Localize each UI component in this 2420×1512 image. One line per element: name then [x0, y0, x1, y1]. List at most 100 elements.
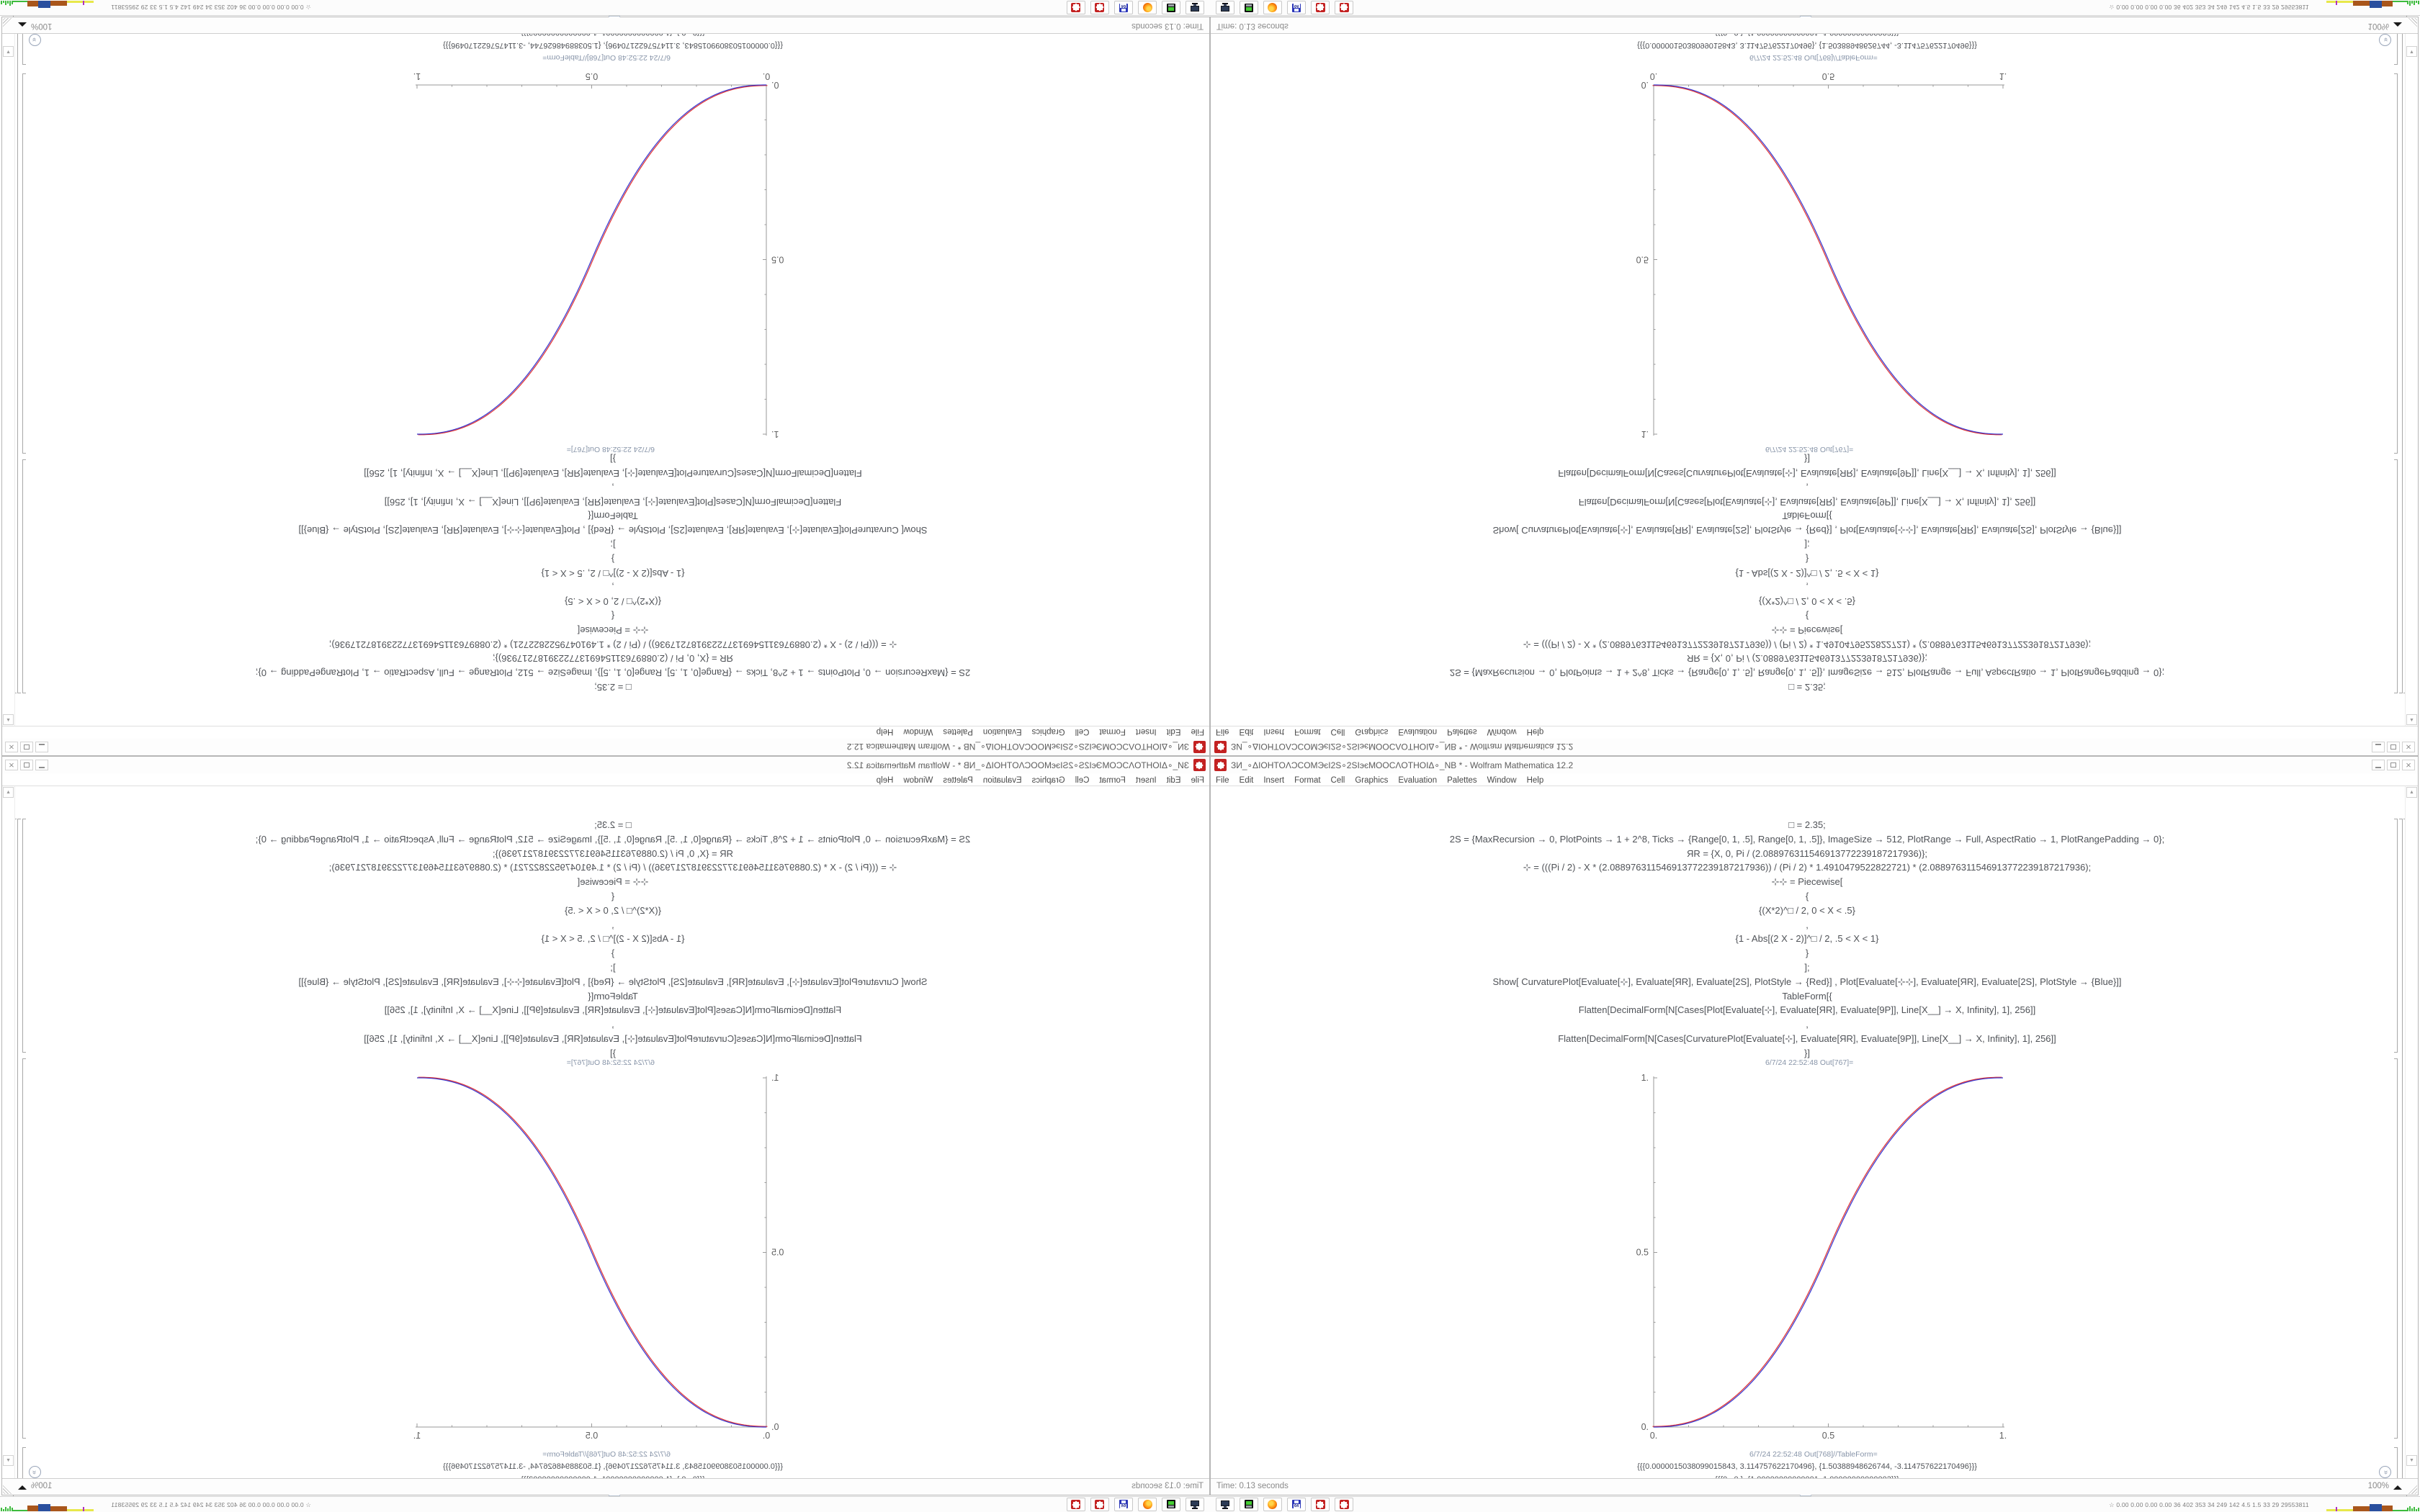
menu-item-graphics[interactable]: Graphics [1355, 776, 1389, 785]
resize-grip[interactable] [3, 18, 13, 28]
menu-item-window[interactable]: Window [1487, 727, 1517, 736]
menu-item-help[interactable]: Help [1526, 776, 1544, 785]
show-more-output-icon[interactable]: » [29, 1466, 41, 1478]
taskbar-button-mathematica-icon[interactable] [1311, 1, 1330, 14]
close-button[interactable]: × [2402, 742, 2415, 753]
menu-item-format[interactable]: Format [1294, 776, 1321, 785]
menu-item-cell[interactable]: Cell [1330, 727, 1345, 736]
taskbar-button-mathematica-icon[interactable] [1335, 1498, 1353, 1511]
menu-item-insert[interactable]: Insert [1135, 727, 1157, 736]
input-code-cell[interactable]: □ = 2.35; 2S = {MaxRecursion → 0, PlotPoi… [1240, 451, 2375, 694]
menu-item-file[interactable]: File [1216, 776, 1229, 785]
taskbar-button-display-icon[interactable] [1216, 1, 1234, 14]
maximize-button[interactable] [2387, 742, 2400, 752]
menu-item-window[interactable]: Window [1487, 776, 1517, 785]
menu-item-graphics[interactable]: Graphics [1031, 776, 1065, 785]
menu-item-palettes[interactable]: Palettes [943, 776, 973, 785]
maximize-button[interactable] [20, 760, 33, 770]
cell-bracket-group[interactable] [2399, 22, 2403, 693]
menu-item-edit[interactable]: Edit [1166, 776, 1181, 785]
close-button[interactable]: × [2402, 760, 2415, 770]
zoom-level-text[interactable]: 100% [31, 1482, 53, 1490]
resize-grip[interactable] [2407, 18, 2417, 28]
input-code-cell[interactable]: □ = 2.35; 2S = {MaxRecursion → 0, PlotPoi… [45, 818, 1180, 1061]
taskbar-button-mathematica-icon[interactable] [1311, 1498, 1330, 1511]
vertical-scrollbar[interactable]: ▲ ▼ [2, 786, 15, 1479]
zoom-dropdown-icon[interactable] [2393, 22, 2402, 27]
menu-item-palettes[interactable]: Palettes [1447, 727, 1477, 736]
minimize-button[interactable] [35, 760, 48, 770]
cell-bracket-input[interactable] [22, 819, 26, 1053]
taskbar-button-floppy64-icon[interactable]: 64 [1114, 1, 1133, 14]
menu-item-insert[interactable]: Insert [1263, 776, 1285, 785]
show-more-output-icon[interactable]: » [29, 34, 41, 46]
taskbar-button-drive-icon[interactable] [1162, 1498, 1180, 1511]
cell-bracket-plot-output[interactable] [22, 1058, 26, 1439]
taskbar-button-display-icon[interactable] [1216, 1498, 1234, 1511]
menu-item-cell[interactable]: Cell [1075, 727, 1090, 736]
menu-item-graphics[interactable]: Graphics [1031, 727, 1065, 736]
cell-bracket-input[interactable] [2394, 819, 2398, 1053]
taskbar-button-display-icon[interactable] [1186, 1498, 1204, 1511]
taskbar-button-firefox-icon[interactable] [1138, 1, 1157, 14]
window-titlebar[interactable]: ЗИ_∘ΔIOHTOΛƆCOMЭєI2S∘2SIэєMOOCΛOTHOIΔ∘_N… [2, 738, 1209, 755]
minimize-button[interactable] [2372, 760, 2385, 770]
scroll-down-icon[interactable]: ▼ [3, 1455, 14, 1466]
vertical-scrollbar[interactable]: ▲ ▼ [2405, 33, 2418, 726]
menu-item-evaluation[interactable]: Evaluation [982, 727, 1022, 736]
menu-item-help[interactable]: Help [1526, 727, 1544, 736]
close-button[interactable]: × [5, 742, 18, 753]
taskbar-button-drive-icon[interactable] [1240, 1498, 1258, 1511]
cell-bracket-plot-output[interactable] [22, 73, 26, 454]
show-more-output-icon[interactable]: » [2379, 1466, 2391, 1478]
cell-bracket-input[interactable] [2394, 459, 2398, 693]
maximize-button[interactable] [2387, 760, 2400, 770]
zoom-dropdown-icon[interactable] [2393, 1485, 2402, 1490]
menu-item-insert[interactable]: Insert [1263, 727, 1285, 736]
taskbar-button-mathematica-icon[interactable] [1090, 1, 1109, 14]
menu-item-edit[interactable]: Edit [1166, 727, 1181, 736]
menu-item-format[interactable]: Format [1294, 727, 1321, 736]
menu-item-help[interactable]: Help [876, 776, 894, 785]
taskbar-button-mathematica-icon[interactable] [1335, 1, 1353, 14]
menu-item-evaluation[interactable]: Evaluation [982, 776, 1022, 785]
menu-item-help[interactable]: Help [876, 727, 894, 736]
zoom-dropdown-icon[interactable] [18, 22, 27, 27]
scroll-up-icon[interactable]: ▲ [2406, 714, 2417, 725]
vertical-scrollbar[interactable]: ▲ ▼ [2, 33, 15, 726]
window-titlebar[interactable]: ЗИ_∘ΔIOHTOΛƆCOMЭєI2S∘2SIэєMOOCΛOTHOIΔ∘_N… [2, 757, 1209, 774]
zoom-dropdown-icon[interactable] [18, 1485, 27, 1490]
menu-item-format[interactable]: Format [1099, 727, 1126, 736]
close-button[interactable]: × [5, 760, 18, 770]
menu-item-evaluation[interactable]: Evaluation [1398, 727, 1438, 736]
cell-bracket-plot-output[interactable] [2394, 1058, 2398, 1439]
taskbar-button-floppy64-icon[interactable]: 64 [1287, 1, 1306, 14]
input-code-cell[interactable]: □ = 2.35; 2S = {MaxRecursion → 0, PlotPoi… [1240, 818, 2375, 1061]
resize-grip[interactable] [3, 1484, 13, 1494]
menu-item-palettes[interactable]: Palettes [943, 727, 973, 736]
menu-item-file[interactable]: File [1216, 727, 1229, 736]
menu-item-evaluation[interactable]: Evaluation [1398, 776, 1438, 785]
minimize-button[interactable] [35, 742, 48, 752]
cell-bracket-group[interactable] [17, 819, 21, 1490]
menu-item-edit[interactable]: Edit [1239, 727, 1254, 736]
scroll-down-icon[interactable]: ▼ [2406, 46, 2417, 57]
scroll-up-icon[interactable]: ▲ [3, 714, 14, 725]
menu-item-insert[interactable]: Insert [1135, 776, 1157, 785]
taskbar-button-display-icon[interactable] [1186, 1, 1204, 14]
taskbar-button-firefox-icon[interactable] [1138, 1498, 1157, 1511]
taskbar-button-floppy64-icon[interactable]: 64 [1114, 1498, 1133, 1511]
zoom-level-text[interactable]: 100% [2367, 22, 2389, 30]
taskbar-button-mathematica-icon[interactable] [1067, 1498, 1085, 1511]
menu-item-window[interactable]: Window [903, 776, 933, 785]
menu-item-cell[interactable]: Cell [1075, 776, 1090, 785]
zoom-level-text[interactable]: 100% [2367, 1482, 2389, 1490]
taskbar-button-mathematica-icon[interactable] [1067, 1, 1085, 14]
zoom-level-text[interactable]: 100% [31, 22, 53, 30]
menu-item-file[interactable]: File [1191, 776, 1204, 785]
menu-item-window[interactable]: Window [903, 727, 933, 736]
scroll-down-icon[interactable]: ▼ [2406, 1455, 2417, 1466]
taskbar-button-firefox-icon[interactable] [1263, 1498, 1282, 1511]
taskbar-button-mathematica-icon[interactable] [1090, 1498, 1109, 1511]
show-more-output-icon[interactable]: » [2379, 34, 2391, 46]
